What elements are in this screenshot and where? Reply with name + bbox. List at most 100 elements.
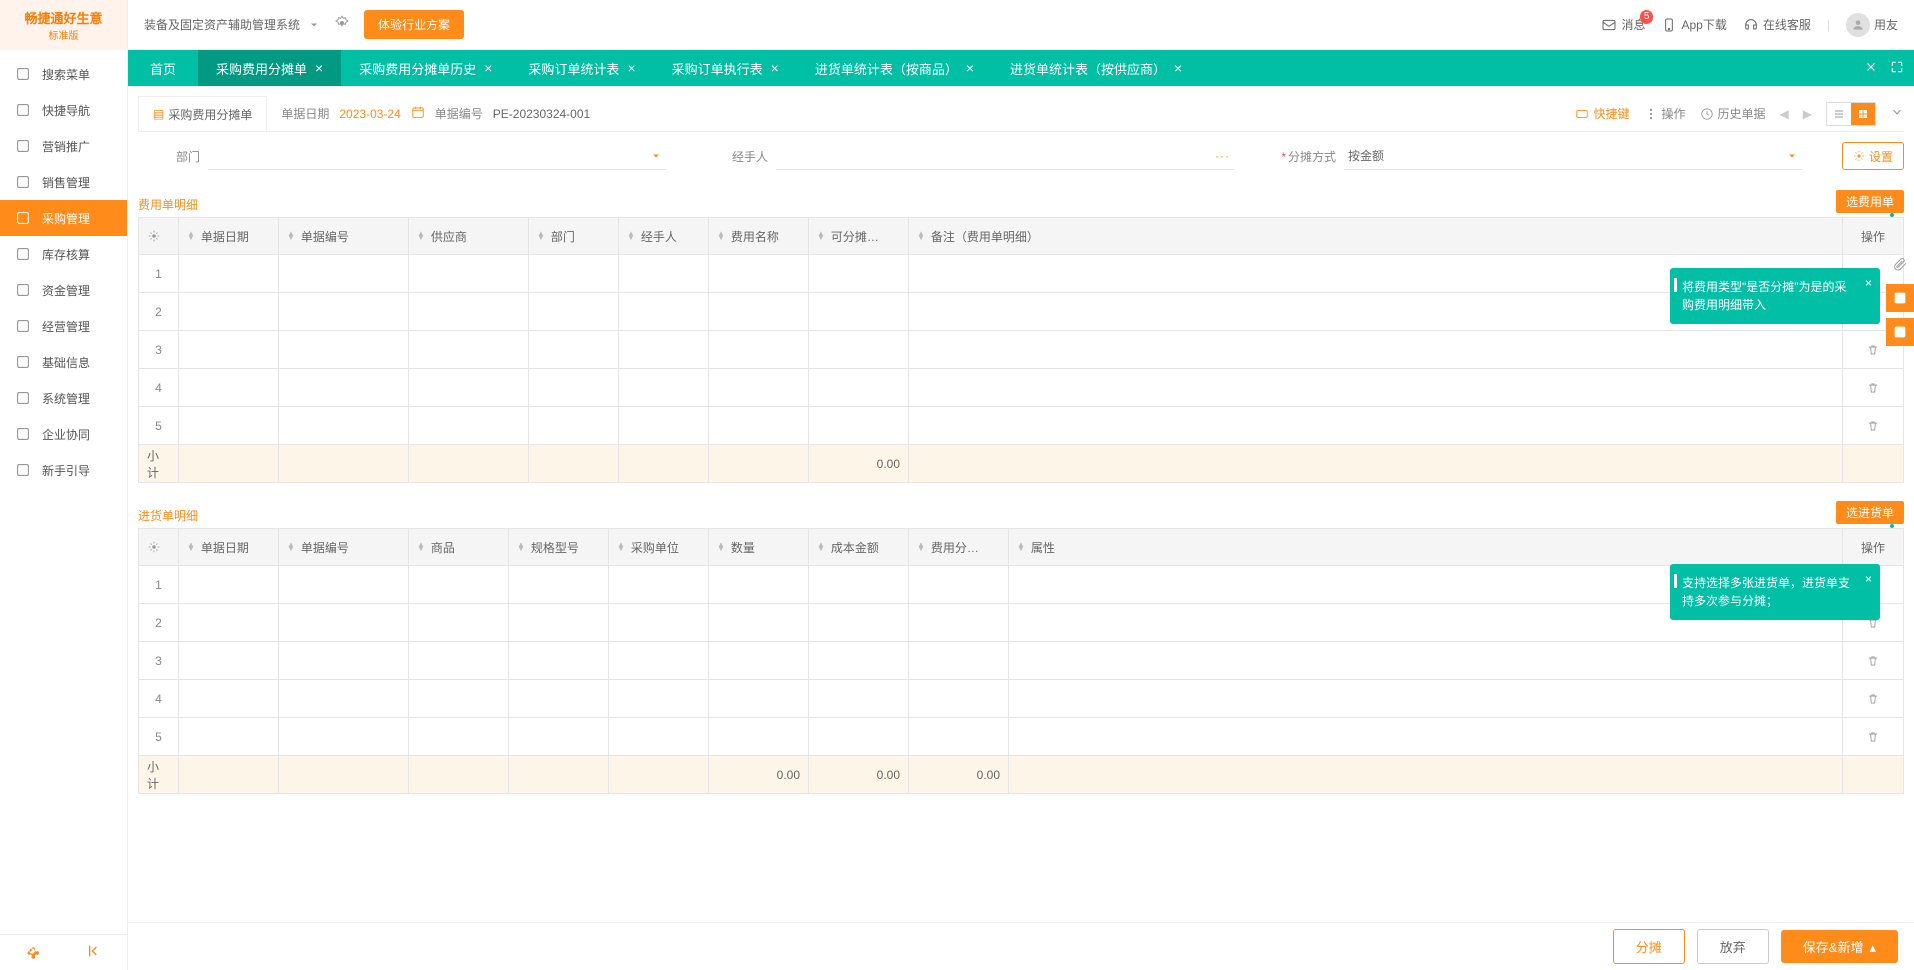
shortcut-button[interactable]: 快捷键 <box>1575 105 1629 122</box>
table-cell[interactable] <box>809 369 909 406</box>
column-header[interactable]: ▲▼单据编号 <box>279 218 409 254</box>
sort-icon[interactable]: ▲▼ <box>627 232 635 240</box>
column-header[interactable]: ▲▼可分摊… <box>809 218 909 254</box>
tab[interactable]: 采购订单统计表× <box>510 50 653 86</box>
fullscreen-icon[interactable] <box>1890 60 1904 77</box>
table-cell[interactable] <box>809 680 909 717</box>
table-cell[interactable] <box>509 718 609 755</box>
sort-icon[interactable]: ▲▼ <box>917 232 925 240</box>
view-list-icon[interactable] <box>1827 103 1851 125</box>
sort-icon[interactable]: ▲▼ <box>1017 543 1025 551</box>
table-cell[interactable] <box>609 566 709 603</box>
table-cell[interactable] <box>409 255 529 292</box>
table-cell[interactable] <box>1009 642 1843 679</box>
method-input[interactable]: 按金额 <box>1344 142 1802 170</box>
sort-icon[interactable]: ▲▼ <box>417 543 425 551</box>
tab-close-icon[interactable]: × <box>484 60 492 76</box>
row-delete[interactable] <box>1843 369 1903 406</box>
table-cell[interactable] <box>709 255 809 292</box>
sort-icon[interactable]: ▲▼ <box>717 232 725 240</box>
table-cell[interactable] <box>179 293 279 330</box>
table-cell[interactable] <box>709 566 809 603</box>
table-cell[interactable] <box>619 255 709 292</box>
table-cell[interactable] <box>619 331 709 368</box>
column-header[interactable]: ▲▼单据日期 <box>179 218 279 254</box>
table-cell[interactable] <box>619 369 709 406</box>
table-gear[interactable] <box>139 529 179 565</box>
row-index[interactable]: 2 <box>139 293 179 330</box>
table-cell[interactable] <box>619 407 709 444</box>
sidebar-item[interactable]: 采购管理 <box>0 200 127 236</box>
table-cell[interactable] <box>529 407 619 444</box>
sort-icon[interactable]: ▲▼ <box>717 543 725 551</box>
settings-button[interactable]: 设置 <box>1842 142 1904 170</box>
sort-icon[interactable]: ▲▼ <box>417 232 425 240</box>
table-cell[interactable] <box>179 331 279 368</box>
table-cell[interactable] <box>179 407 279 444</box>
column-header[interactable]: ▲▼备注（费用单明细） <box>909 218 1843 254</box>
column-header[interactable]: ▲▼采购单位 <box>609 529 709 565</box>
table-cell[interactable] <box>809 331 909 368</box>
table-cell[interactable] <box>909 604 1009 641</box>
table-cell[interactable] <box>909 642 1009 679</box>
table-cell[interactable] <box>279 604 409 641</box>
select-expense-button[interactable]: 选费用单 <box>1836 190 1904 213</box>
table-row[interactable]: 4 <box>139 679 1903 717</box>
sidebar-item[interactable]: 资金管理 <box>0 272 127 308</box>
sort-icon[interactable]: ▲▼ <box>287 232 295 240</box>
table-cell[interactable] <box>609 718 709 755</box>
table-cell[interactable] <box>409 369 529 406</box>
select-receipt-button[interactable]: 选进货单 <box>1836 501 1904 524</box>
table-cell[interactable] <box>709 407 809 444</box>
table-cell[interactable] <box>909 369 1843 406</box>
tab[interactable]: 进货单统计表（按供应商）× <box>992 50 1200 86</box>
table-row[interactable]: 1 <box>139 565 1903 603</box>
column-header[interactable]: ▲▼成本金额 <box>809 529 909 565</box>
row-index[interactable]: 5 <box>139 407 179 444</box>
sidebar-item[interactable]: 销售管理 <box>0 164 127 200</box>
allocate-button[interactable]: 分摊 <box>1613 929 1685 964</box>
table-cell[interactable] <box>409 293 529 330</box>
row-index[interactable]: 4 <box>139 369 179 406</box>
settings-icon[interactable] <box>24 943 40 962</box>
table-cell[interactable] <box>279 642 409 679</box>
sort-icon[interactable]: ▲▼ <box>187 232 195 240</box>
customer-service-button[interactable]: 在线客服 <box>1743 16 1811 33</box>
table-cell[interactable] <box>809 255 909 292</box>
table-cell[interactable] <box>179 255 279 292</box>
sort-icon[interactable]: ▲▼ <box>187 543 195 551</box>
row-delete[interactable] <box>1843 407 1903 444</box>
calendar-icon[interactable] <box>411 105 425 122</box>
tab-close-icon[interactable]: × <box>966 60 974 76</box>
table-cell[interactable] <box>409 407 529 444</box>
sidebar-item[interactable]: 搜索菜单 <box>0 56 127 92</box>
table-cell[interactable] <box>179 369 279 406</box>
column-header[interactable]: ▲▼经手人 <box>619 218 709 254</box>
table-cell[interactable] <box>709 331 809 368</box>
tab[interactable]: 采购订单执行表× <box>654 50 797 86</box>
messages-button[interactable]: 消息 5 <box>1601 16 1645 33</box>
save-add-button[interactable]: 保存&新增▴ <box>1781 930 1898 963</box>
handler-input[interactable]: ··· <box>776 142 1234 170</box>
table-cell[interactable] <box>709 369 809 406</box>
sidebar-item[interactable]: 快捷导航 <box>0 92 127 128</box>
table-cell[interactable] <box>179 604 279 641</box>
row-index[interactable]: 4 <box>139 680 179 717</box>
history-button[interactable]: 历史单据 <box>1700 105 1766 122</box>
table-cell[interactable] <box>409 566 509 603</box>
table-cell[interactable] <box>609 642 709 679</box>
table-row[interactable]: 2 <box>139 292 1903 330</box>
sidebar-item[interactable]: 新手引导 <box>0 452 127 488</box>
table-cell[interactable] <box>509 604 609 641</box>
rail-action2-icon[interactable] <box>1886 318 1914 346</box>
sort-icon[interactable]: ▲▼ <box>817 543 825 551</box>
table-row[interactable]: 2 <box>139 603 1903 641</box>
table-cell[interactable] <box>1009 718 1843 755</box>
table-row[interactable]: 4 <box>139 368 1903 406</box>
sort-icon[interactable]: ▲▼ <box>517 543 525 551</box>
sidebar-item[interactable]: 基础信息 <box>0 344 127 380</box>
table-row[interactable]: 1 <box>139 254 1903 292</box>
table-cell[interactable] <box>909 718 1009 755</box>
table-cell[interactable] <box>279 566 409 603</box>
table-cell[interactable] <box>709 680 809 717</box>
